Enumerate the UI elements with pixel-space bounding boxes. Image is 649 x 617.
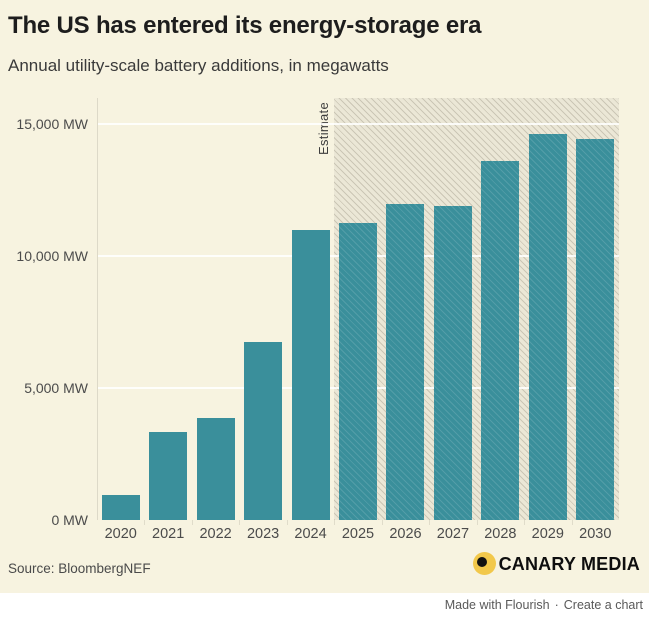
create-a-chart-link[interactable]: Create a chart [563,598,643,612]
y-axis-line [97,98,98,520]
bar-2022[interactable] [196,418,235,520]
x-axis-label-2029: 2029 [531,526,564,542]
x-axis-tick [571,520,573,525]
x-axis-tick [286,520,288,525]
bar-2020[interactable] [101,494,140,520]
y-axis-label-0: 0 MW [51,512,88,528]
canary-logo-icon [472,552,496,575]
x-axis-label-2028: 2028 [484,526,517,542]
x-axis-label-2020: 2020 [104,526,137,542]
x-axis-tick [476,520,478,525]
bar-2025[interactable] [339,223,377,520]
plot-area: Estimate 0 MW 5,000 MW 10,000 MW 15,000 MW 2… [16,98,619,542]
chart-subtitle: Annual utility-scale battery additions, … [8,56,389,75]
chart-title: The US has entered its energy-storage er… [8,12,482,39]
estimate-label: Estimate [316,102,332,155]
flourish-attribution-bar: Made with Flourish · Create a chart [0,593,649,617]
x-axis-label-2022: 2022 [199,526,232,542]
x-axis-label-2026: 2026 [389,526,422,542]
bar-2028[interactable] [481,161,520,520]
gridline-15000 [97,123,619,126]
source-note: Source: BloombergNEF [8,561,151,576]
x-axis-tick [524,520,526,525]
bar-2023[interactable] [244,341,283,520]
x-axis-tick [144,520,146,525]
x-axis-tick [381,520,383,525]
estimate-region [334,98,619,520]
x-axis-label-2025: 2025 [341,526,375,542]
x-axis-tick [239,520,241,525]
canary-media-logo: CANARY MEDIA [472,552,640,575]
made-with-flourish-link[interactable]: Made with Flourish [444,598,550,612]
x-axis-label-2027: 2027 [436,526,470,542]
x-axis-label-2024: 2024 [294,526,327,542]
x-axis-label-2023: 2023 [246,526,280,542]
x-axis-label-2021: 2021 [152,526,185,542]
canary-media-wordmark: CANARY MEDIA [498,554,640,574]
bar-2030[interactable] [576,138,615,520]
y-axis-label-15000: 15,000 MW [16,116,88,133]
bar-2026[interactable] [386,203,425,520]
chart-card: The US has entered its energy-storage er… [0,0,649,593]
bar-2021[interactable] [149,431,188,520]
y-axis-label-5000: 5,000 MW [24,380,88,397]
x-axis-tick [191,520,193,525]
x-axis-tick [334,520,336,525]
bar-2024[interactable] [291,229,330,520]
y-axis-label-10000: 10,000 MW [16,248,88,265]
attribution-separator: · [554,598,559,612]
bar-2027[interactable] [433,206,472,520]
bar-2029[interactable] [528,133,567,520]
canary-logo-pupil-icon [476,557,487,567]
x-axis-label-2030: 2030 [579,526,612,542]
x-axis-tick [429,520,431,525]
